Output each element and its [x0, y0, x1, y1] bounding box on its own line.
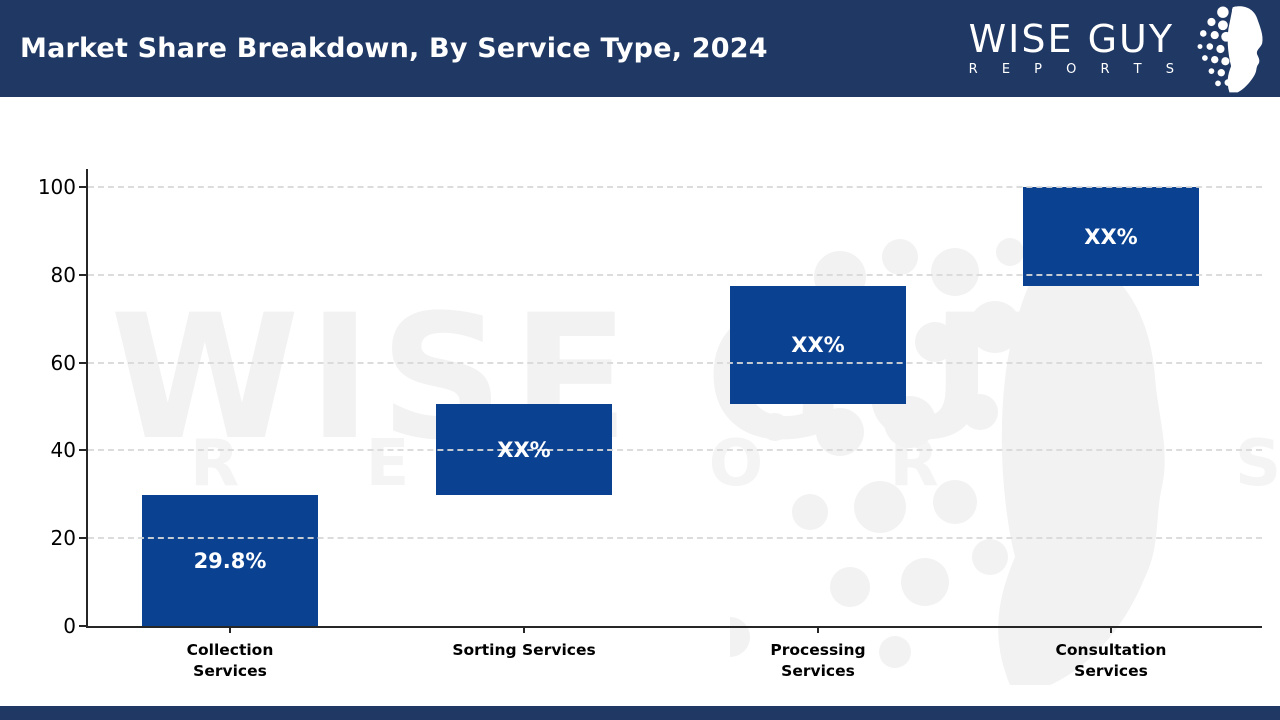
wiseguy-logo: WISE GUY R E P O R T S	[959, 4, 1280, 94]
y-tick-60	[79, 361, 88, 364]
x-category-label-3: Processing Services	[770, 641, 866, 680]
x-tick-2	[523, 626, 525, 633]
gridline-60	[88, 361, 1262, 364]
x-category-label-1: Collection Services	[186, 641, 274, 680]
y-tick-label-100: 100	[37, 175, 76, 199]
x-tick-1	[229, 626, 231, 633]
gridline-100	[88, 186, 1262, 188]
y-tick-label-80: 80	[50, 262, 76, 287]
gridline-40	[88, 449, 1262, 452]
bar-consultation-services	[1023, 187, 1199, 287]
x-category-label-2: Sorting Services	[452, 641, 596, 659]
bar-value-label-3: XX%	[791, 333, 845, 358]
y-tick-20	[79, 537, 88, 540]
wiseguy-logo-text: WISE GUY R E P O R T S	[959, 20, 1184, 77]
chart-area: WISE GUY R E P O R T S 0 20 40 60 80 100 29.8%…	[0, 97, 1280, 706]
header-bar: Market Share Breakdown, By Service Type,…	[0, 0, 1280, 97]
bar-value-label-2: XX%	[497, 437, 551, 462]
gridline-20	[88, 537, 1262, 540]
y-tick-40	[79, 449, 88, 452]
page-title: Market Share Breakdown, By Service Type,…	[20, 33, 768, 64]
bar-collection-services	[142, 495, 318, 626]
footer-bar	[0, 706, 1280, 720]
y-tick-label-60: 60	[50, 350, 76, 375]
y-tick-0	[79, 625, 88, 627]
wiseguy-logo-wordmark: WISE GUY	[968, 17, 1175, 61]
y-tick-label-40: 40	[50, 438, 76, 463]
watermark: WISE GUY R E P O R T S	[0, 97, 1280, 706]
x-tick-4	[1110, 626, 1112, 633]
wiseguy-logo-subtitle: R E P O R T S	[968, 62, 1184, 77]
watermark-wordmark: WISE GUY	[110, 277, 1135, 478]
x-category-label-4: Consultation Services	[1055, 641, 1167, 680]
gridline-80	[88, 273, 1262, 276]
y-tick-100	[79, 186, 88, 188]
bar-processing-services	[730, 286, 906, 405]
wiseguy-head-icon	[1197, 5, 1263, 92]
x-tick-3	[817, 626, 819, 633]
bar-value-label-4: XX%	[1084, 224, 1138, 249]
y-axis-line	[86, 169, 88, 628]
y-tick-80	[79, 273, 88, 276]
y-tick-label-20: 20	[50, 526, 76, 551]
bar-value-label-1: 29.8%	[193, 548, 267, 573]
x-axis-line	[86, 626, 1262, 628]
watermark-head-icon	[730, 238, 1165, 685]
y-tick-label-0: 0	[63, 614, 76, 638]
